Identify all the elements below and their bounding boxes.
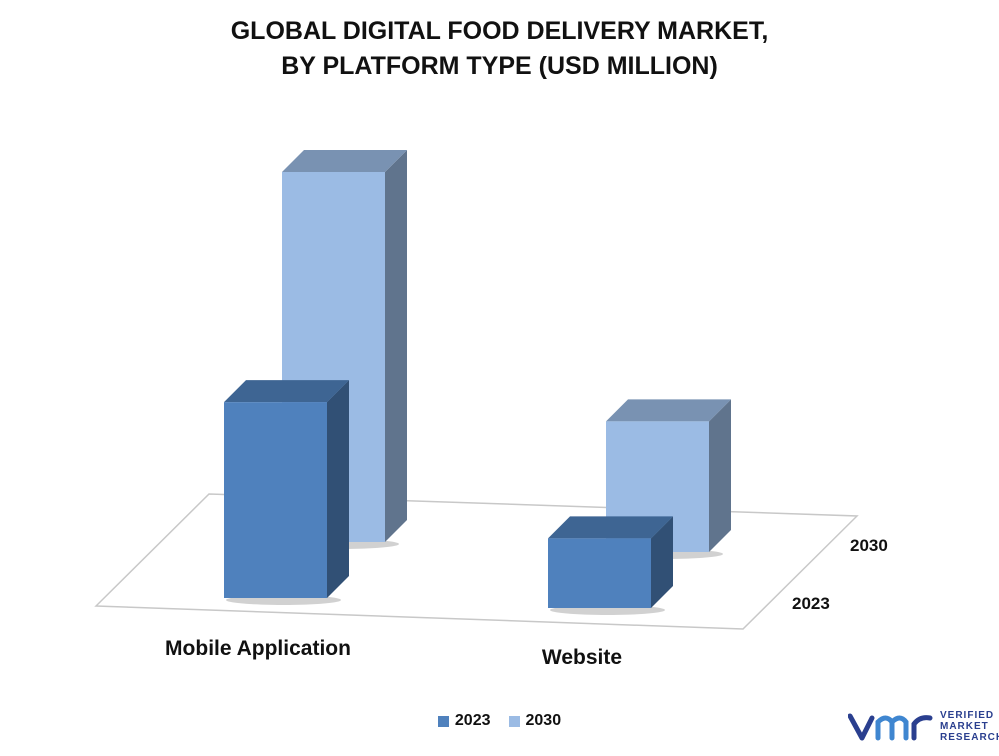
- depth-label-2023: 2023: [792, 594, 830, 613]
- chart-floor: [94, 493, 859, 630]
- chart-title: GLOBAL DIGITAL FOOD DELIVERY MARKET, BY …: [0, 14, 999, 84]
- legend-swatch-2023: [437, 715, 449, 727]
- legend-label-2023: 2023: [454, 712, 491, 729]
- bar-side-website-2023: [651, 516, 673, 608]
- category-label-website: Website: [542, 646, 622, 669]
- bars-group: [224, 150, 731, 615]
- legend-swatch-2030: [508, 715, 520, 727]
- bar-side-mobile-application-2030: [385, 150, 407, 542]
- legend: 2023 2030: [0, 712, 999, 730]
- brand-name-line-1: VERIFIED: [940, 709, 995, 721]
- bar-top-mobile-application-2023: [224, 380, 349, 403]
- bar-side-mobile-application-2023: [327, 380, 349, 598]
- chart-title-line-1: GLOBAL DIGITAL FOOD DELIVERY MARKET,: [230, 17, 769, 45]
- chart-title-line-2: BY PLATFORM TYPE (USD MILLION): [281, 52, 718, 80]
- brand-name-line-3: RESEARCH: [940, 731, 999, 743]
- bar-top-website-2023: [548, 516, 673, 539]
- bar-top-mobile-application-2030: [282, 150, 407, 172]
- bar-top-website-2030: [606, 399, 731, 422]
- bar-side-website-2030: [709, 399, 731, 552]
- brand-logo: VERIFIED MARKET RESEARCH: [848, 708, 999, 744]
- vmr-logo-icon: [848, 713, 933, 741]
- legend-label-2030: 2030: [525, 712, 562, 729]
- bar-front-website-2023: [548, 538, 651, 608]
- brand-name: VERIFIED MARKET RESEARCH: [940, 710, 999, 743]
- depth-label-2030: 2030: [850, 536, 888, 555]
- bar-front-mobile-application-2023: [224, 402, 327, 598]
- brand-name-line-2: MARKET: [940, 720, 989, 732]
- category-label-mobile-application: Mobile Application: [165, 637, 351, 660]
- legend-item-2023: 2023: [437, 712, 491, 730]
- legend-item-2030: 2030: [508, 712, 562, 730]
